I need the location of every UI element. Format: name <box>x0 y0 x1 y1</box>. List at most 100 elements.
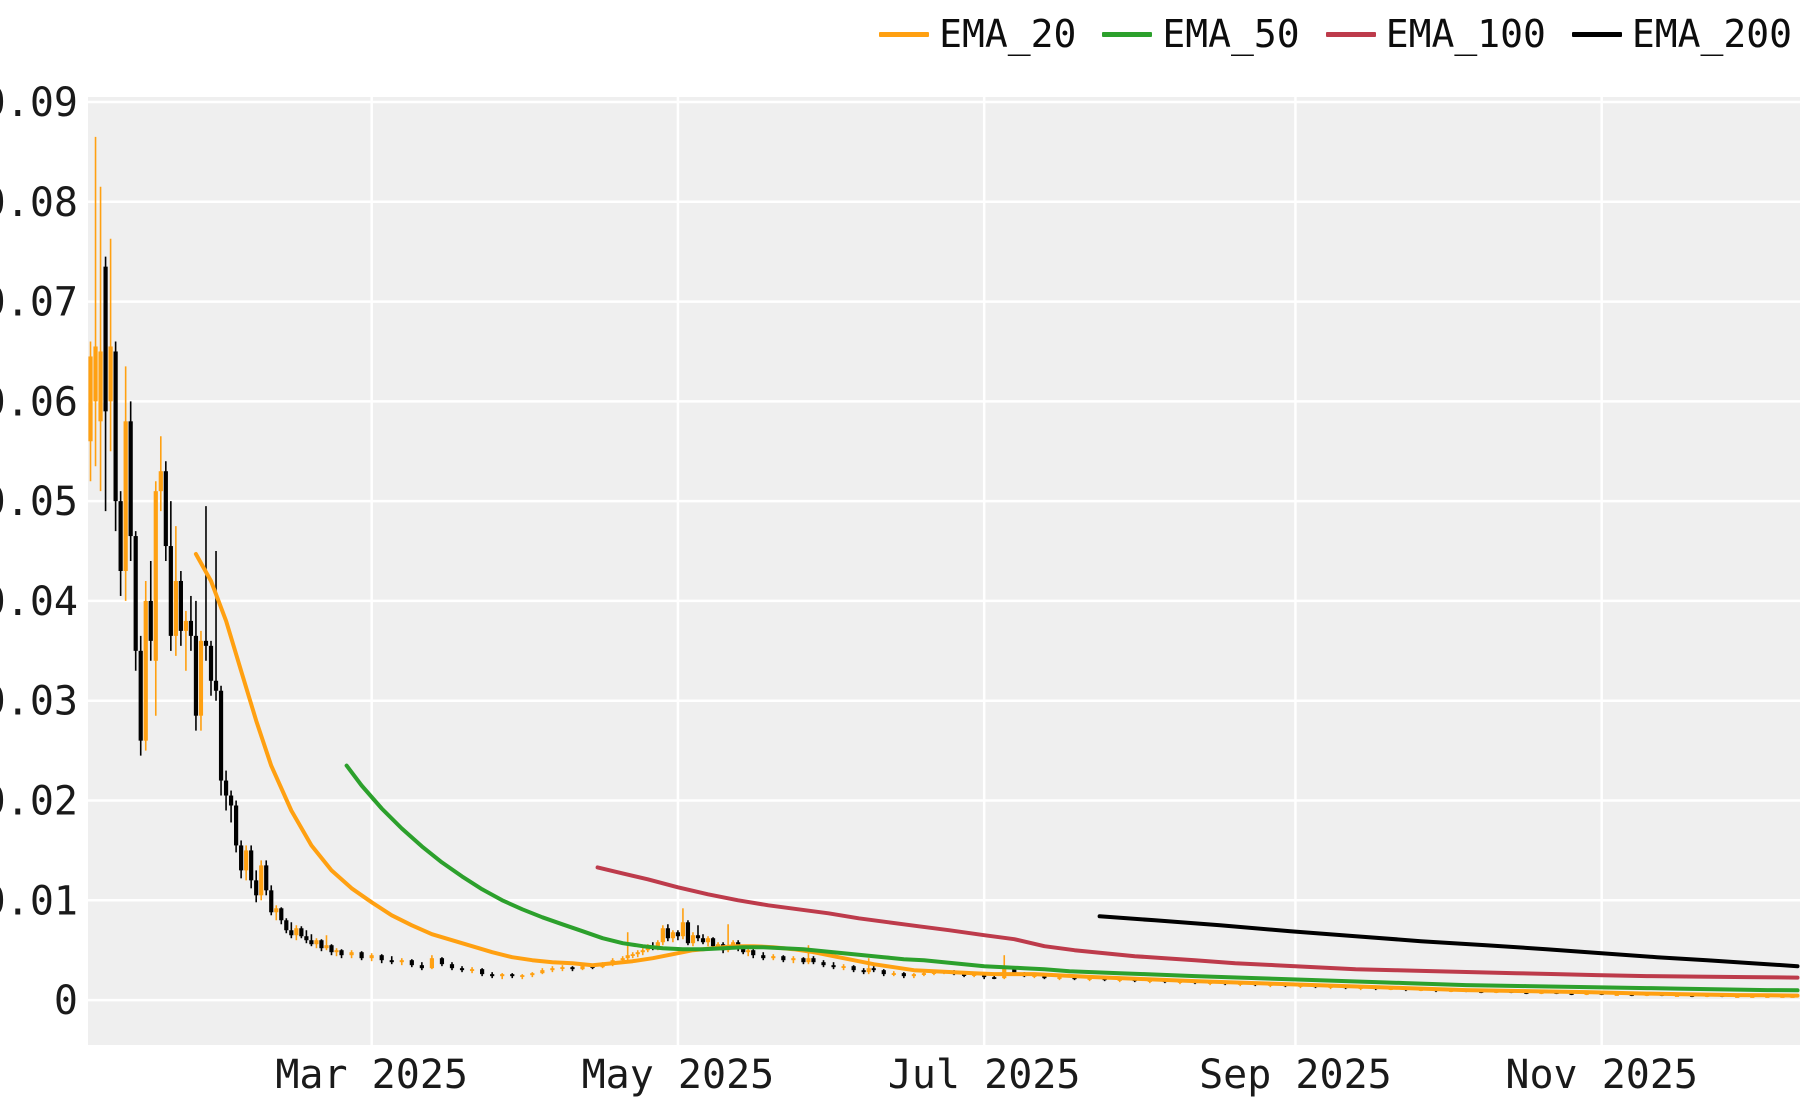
x-tick-label: Nov 2025 <box>1505 1052 1698 1098</box>
candle-body <box>1072 977 1077 980</box>
candle-body <box>1614 994 1619 996</box>
candle-body <box>660 928 665 943</box>
legend-label-ema50: EMA_50 <box>1162 12 1300 56</box>
candle-body <box>439 958 445 965</box>
candle-body <box>349 952 354 956</box>
ema200-line <box>1097 914 1800 969</box>
candle-body <box>239 845 244 871</box>
candle-body <box>113 351 118 502</box>
x-tick-label: Mar 2025 <box>275 1052 468 1098</box>
candle-body <box>921 973 927 975</box>
plot-area <box>88 97 1800 1045</box>
candle-body <box>188 620 194 636</box>
candle-body <box>213 680 219 691</box>
candle-body <box>274 908 279 913</box>
candle-body <box>781 956 786 961</box>
candle-body <box>469 969 475 971</box>
candle-body <box>510 974 515 977</box>
candle-body <box>520 975 525 977</box>
candle-body <box>901 973 906 977</box>
candle-body <box>294 928 299 936</box>
candle-body <box>148 600 153 641</box>
y-tick-label: 0 <box>54 978 78 1024</box>
candle-body <box>334 950 339 953</box>
candle-body <box>419 965 424 969</box>
candle-body <box>198 640 204 716</box>
candle-body <box>223 780 229 796</box>
candle-body <box>851 966 856 971</box>
y-tick-label: 0.03 <box>0 679 78 725</box>
candle-body <box>881 970 886 975</box>
candle-body <box>254 880 259 896</box>
candle-body <box>801 958 806 963</box>
candle-body <box>570 967 575 970</box>
candle-body <box>1087 978 1092 980</box>
candle-body <box>359 952 364 959</box>
candle-body <box>490 974 495 977</box>
legend-label-ema100: EMA_100 <box>1385 12 1546 56</box>
legend-item-ema100: EMA_100 <box>1325 12 1546 56</box>
candle-body <box>228 795 234 806</box>
ema20-line-swatch <box>879 31 930 37</box>
candle-body <box>580 966 585 970</box>
candle-body <box>635 952 640 955</box>
candle-body <box>249 850 254 881</box>
candle-body <box>961 974 967 976</box>
legend-item-ema200: EMA_200 <box>1571 12 1792 56</box>
candle-body <box>861 970 866 973</box>
candle-body <box>173 580 178 636</box>
candle-body <box>178 580 183 631</box>
candle-body <box>183 620 189 631</box>
candle-body <box>1057 977 1062 979</box>
y-tick-label: 0.06 <box>0 379 78 425</box>
candle-body <box>98 351 103 422</box>
candle-body <box>103 266 108 412</box>
candle-body <box>670 932 675 939</box>
candle-body <box>560 967 565 969</box>
legend-item-ema50: EMA_50 <box>1102 12 1300 56</box>
candle-body <box>746 950 751 953</box>
candle-body <box>715 944 721 947</box>
candle-body <box>289 930 294 936</box>
candle-body <box>791 958 796 961</box>
candle-body <box>429 958 435 969</box>
candle-body <box>128 421 133 537</box>
candle-body <box>143 600 148 741</box>
candle-body <box>153 491 158 661</box>
candle-body <box>118 501 123 571</box>
legend-label-ema200: EMA_200 <box>1631 12 1792 56</box>
candle-body <box>741 948 746 953</box>
candle-body <box>304 936 309 941</box>
candle-body <box>821 962 826 966</box>
candle-body <box>550 968 555 971</box>
candle-body <box>163 471 168 547</box>
candle-body <box>309 940 314 945</box>
candle-body <box>992 977 997 979</box>
candle-body <box>203 640 209 646</box>
candle-body <box>731 942 736 946</box>
candle-body <box>665 928 670 939</box>
candle-body <box>911 974 916 977</box>
y-tick-label: 0.05 <box>0 479 78 525</box>
candle-body <box>234 805 239 846</box>
candle-body <box>710 938 716 947</box>
ema100-line <box>595 865 1800 980</box>
candle-body <box>540 970 545 974</box>
legend-label-ema20: EMA_20 <box>939 12 1077 56</box>
candle-body <box>409 960 414 966</box>
candle-body <box>500 974 505 977</box>
candle-body <box>480 969 485 975</box>
candle-body <box>389 960 394 963</box>
candle-body <box>133 536 138 651</box>
x-tick-label: Sep 2025 <box>1199 1052 1392 1098</box>
candle-body <box>700 938 706 943</box>
y-tick-label: 0.01 <box>0 878 78 924</box>
candle-body <box>811 958 816 963</box>
y-tick-label: 0.08 <box>0 180 78 226</box>
candle-body <box>158 471 163 492</box>
candle-body <box>705 938 711 943</box>
candle-body <box>218 690 224 781</box>
candle-body <box>761 955 766 959</box>
candle-body <box>831 965 836 968</box>
